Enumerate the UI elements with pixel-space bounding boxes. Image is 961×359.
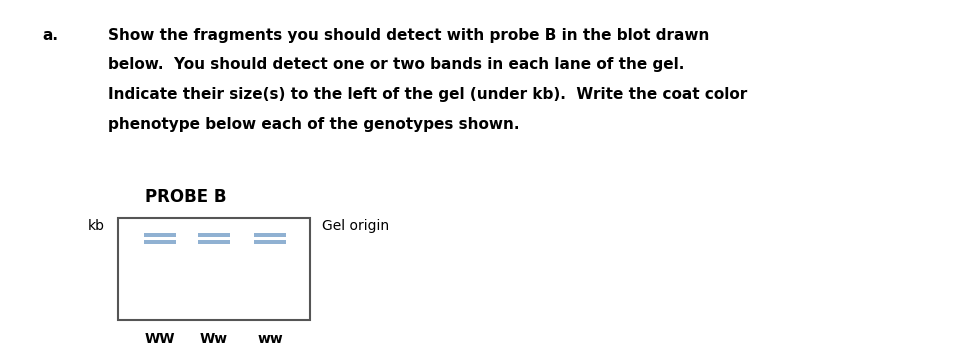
Text: WW: WW [145, 332, 175, 346]
Bar [198, 233, 230, 237]
Text: a.: a. [42, 28, 58, 43]
Text: kb: kb [88, 219, 105, 233]
Text: PROBE B: PROBE B [145, 188, 227, 206]
Text: Gel origin: Gel origin [322, 219, 389, 233]
Bar [198, 240, 230, 244]
Bar [254, 233, 286, 237]
Text: phenotype below each of the genotypes shown.: phenotype below each of the genotypes sh… [108, 117, 520, 131]
Bar [118, 218, 310, 320]
Text: below.  You should detect one or two bands in each lane of the gel.: below. You should detect one or two band… [108, 57, 684, 73]
Text: Show the fragments you should detect with probe B in the blot drawn: Show the fragments you should detect wit… [108, 28, 709, 43]
Bar [254, 240, 286, 244]
Text: ww: ww [258, 332, 283, 346]
Text: Indicate their size(s) to the left of the gel (under kb).  Write the coat color: Indicate their size(s) to the left of th… [108, 87, 748, 102]
Bar [144, 233, 176, 237]
Bar [144, 240, 176, 244]
Text: Ww: Ww [200, 332, 228, 346]
